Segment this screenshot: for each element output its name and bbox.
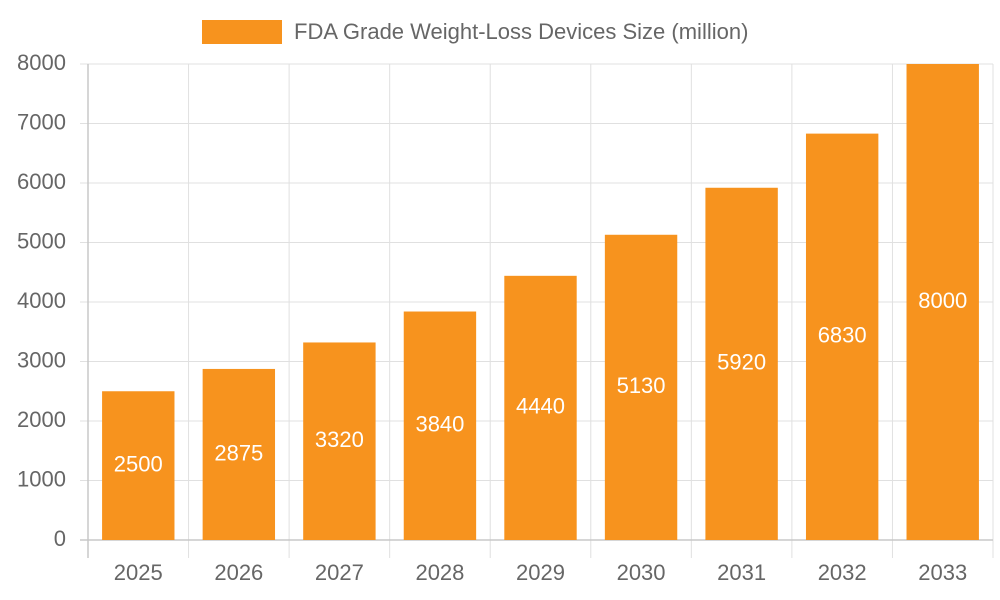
bar	[303, 342, 376, 540]
y-tick-label: 2000	[17, 407, 66, 432]
y-tick-label: 5000	[17, 228, 66, 253]
y-tick-label: 0	[54, 526, 66, 551]
x-tick-label: 2032	[818, 560, 867, 585]
bar	[705, 187, 778, 540]
y-tick-label: 6000	[17, 169, 66, 194]
bar	[504, 275, 577, 540]
data-label: 4440	[516, 394, 565, 419]
data-label: 6830	[818, 323, 867, 348]
y-tick-label: 4000	[17, 288, 66, 313]
bar	[805, 133, 879, 541]
data-label: 5920	[717, 350, 766, 375]
x-tick-label: 2025	[114, 560, 163, 585]
x-tick-label: 2031	[717, 560, 766, 585]
data-label: 2500	[114, 451, 163, 476]
bar	[202, 368, 276, 540]
data-label: 5130	[617, 373, 666, 398]
data-label: 2875	[214, 440, 263, 465]
bar	[906, 64, 979, 540]
y-tick-label: 8000	[17, 50, 66, 75]
x-tick-label: 2028	[415, 560, 464, 585]
data-label: 8000	[918, 288, 967, 313]
y-tick-label: 7000	[17, 109, 66, 134]
x-tick-label: 2029	[516, 560, 565, 585]
data-label: 3840	[415, 412, 464, 437]
x-tick-label: 2033	[918, 560, 967, 585]
data-label: 3320	[315, 427, 364, 452]
y-tick-label: 1000	[17, 466, 66, 491]
y-tick-label: 3000	[17, 347, 66, 372]
x-tick-label: 2026	[214, 560, 263, 585]
bar	[102, 391, 175, 540]
x-tick-label: 2027	[315, 560, 364, 585]
bar	[604, 234, 678, 540]
bar	[403, 311, 477, 540]
x-tick-label: 2030	[617, 560, 666, 585]
legend-swatch	[202, 20, 282, 44]
legend-label: FDA Grade Weight-Loss Devices Size (mill…	[294, 19, 748, 44]
